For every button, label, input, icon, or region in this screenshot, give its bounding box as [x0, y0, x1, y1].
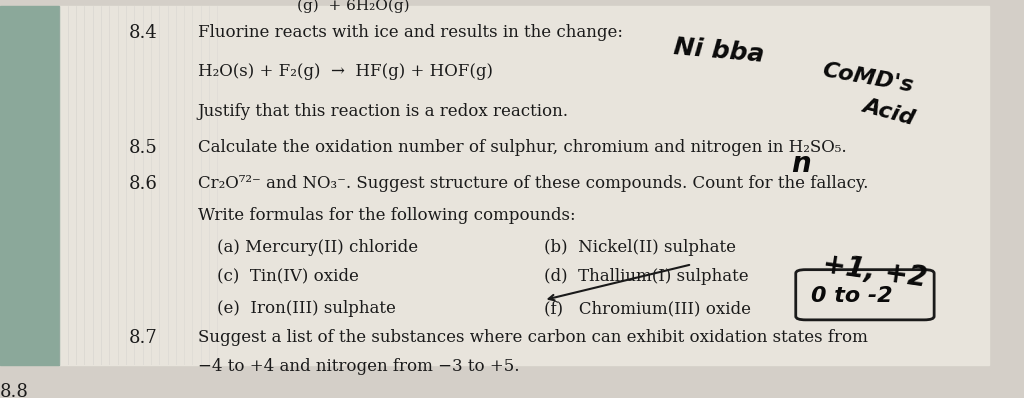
Text: 8.8: 8.8 — [0, 382, 29, 398]
Text: H₂O(s) + F₂(g)  →  HF(g) + HOF(g): H₂O(s) + F₂(g) → HF(g) + HOF(g) — [198, 64, 493, 80]
Text: (a) Mercury(II) chloride: (a) Mercury(II) chloride — [217, 239, 419, 256]
Text: Ni bba: Ni bba — [672, 35, 765, 66]
Text: 8.6: 8.6 — [128, 175, 158, 193]
Text: −4 to +4 and nitrogen from −3 to +5.: −4 to +4 and nitrogen from −3 to +5. — [198, 357, 519, 375]
Text: 0 to -2: 0 to -2 — [811, 286, 892, 306]
Text: 8.4: 8.4 — [128, 24, 158, 42]
Text: n: n — [791, 150, 811, 178]
Text: Cr₂O⁷²⁻ and NO₃⁻. Suggest structure of these compounds. Count for the fallacy.: Cr₂O⁷²⁻ and NO₃⁻. Suggest structure of t… — [198, 175, 868, 192]
Text: Acid: Acid — [860, 96, 916, 129]
Text: 8.5: 8.5 — [128, 139, 158, 157]
Text: (g)  + 6H₂O(g): (g) + 6H₂O(g) — [297, 0, 410, 14]
Text: CoMD's: CoMD's — [820, 60, 914, 96]
Text: (b)  Nickel(II) sulphate: (b) Nickel(II) sulphate — [544, 239, 735, 256]
Text: (f)   Chromium(III) oxide: (f) Chromium(III) oxide — [544, 300, 751, 317]
Bar — [0, 6, 59, 365]
Text: +1, +2: +1, +2 — [820, 250, 929, 292]
Text: Fluorine reacts with ice and results in the change:: Fluorine reacts with ice and results in … — [198, 24, 623, 41]
Text: (e)  Iron(III) sulphate: (e) Iron(III) sulphate — [217, 300, 396, 317]
Text: Justify that this reaction is a redox reaction.: Justify that this reaction is a redox re… — [198, 103, 568, 120]
Text: (c)  Tin(IV) oxide: (c) Tin(IV) oxide — [217, 268, 359, 285]
Text: Suggest a list of the substances where carbon can exhibit oxidation states from: Suggest a list of the substances where c… — [198, 329, 867, 346]
Text: 8.7: 8.7 — [128, 329, 158, 347]
Text: (d)  Thallium(I) sulphate: (d) Thallium(I) sulphate — [544, 268, 749, 285]
Text: Write formulas for the following compounds:: Write formulas for the following compoun… — [198, 207, 575, 224]
Text: Calculate the oxidation number of sulphur, chromium and nitrogen in H₂SO₅.: Calculate the oxidation number of sulphu… — [198, 139, 846, 156]
